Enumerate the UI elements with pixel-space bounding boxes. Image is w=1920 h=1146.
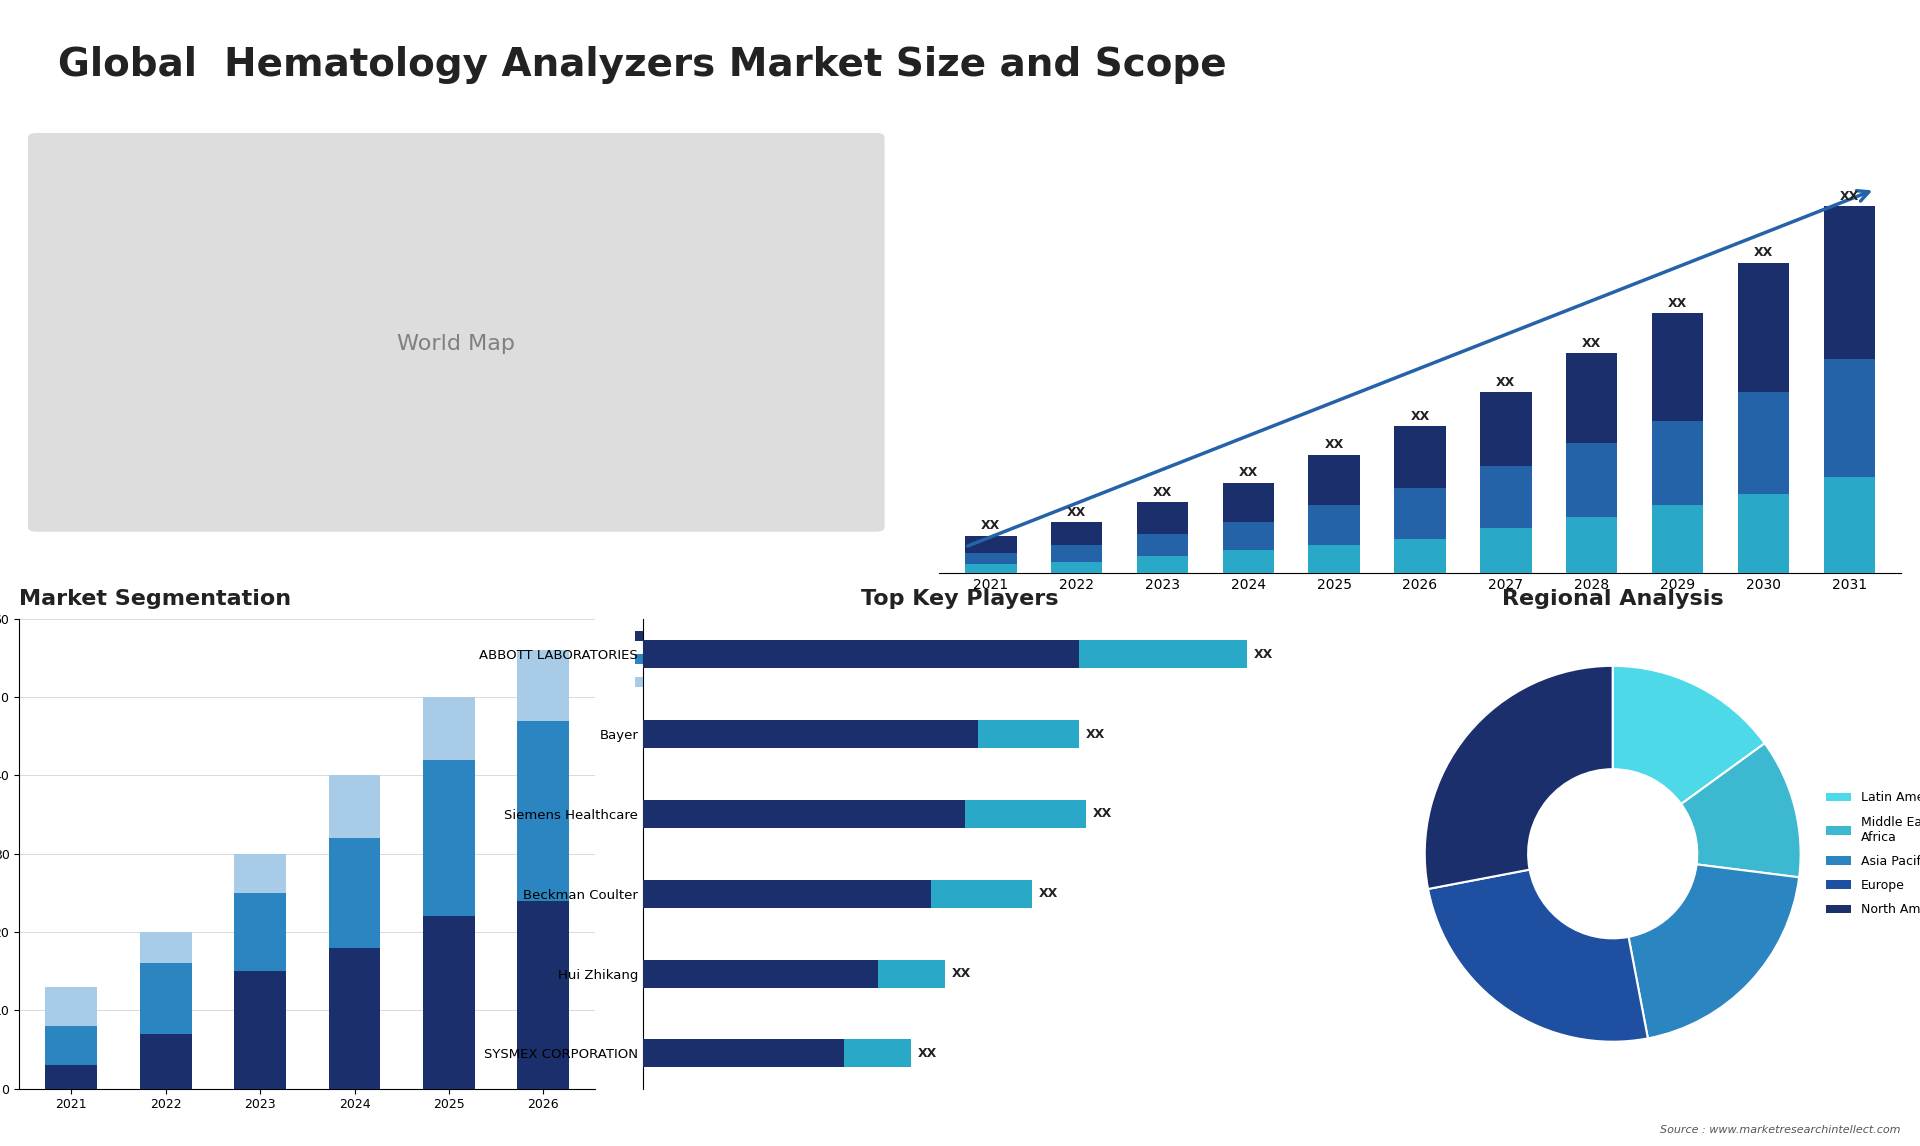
Bar xyxy=(140,932,192,964)
Bar xyxy=(234,893,286,972)
Wedge shape xyxy=(1428,870,1647,1042)
Bar xyxy=(1223,482,1275,523)
Bar xyxy=(328,838,380,948)
Bar xyxy=(1223,523,1275,550)
Bar xyxy=(1567,353,1617,444)
Bar xyxy=(845,1039,912,1067)
Bar xyxy=(1079,641,1246,668)
Bar xyxy=(643,641,1079,668)
Bar xyxy=(966,564,1016,573)
Bar xyxy=(966,552,1016,564)
Text: XX: XX xyxy=(1668,297,1688,311)
Title: Top Key Players: Top Key Players xyxy=(862,589,1058,609)
Text: XX: XX xyxy=(1839,190,1859,203)
Legend: Application, Product, Geography: Application, Product, Geography xyxy=(630,625,730,694)
Bar xyxy=(140,964,192,1034)
Bar xyxy=(1394,426,1446,488)
Bar xyxy=(46,987,98,1026)
Bar xyxy=(422,697,474,760)
Wedge shape xyxy=(1613,666,1764,804)
Text: XX: XX xyxy=(952,967,972,980)
Bar xyxy=(46,1026,98,1066)
Wedge shape xyxy=(1628,864,1799,1038)
Text: XX: XX xyxy=(1496,376,1515,390)
Wedge shape xyxy=(1425,666,1613,889)
Bar xyxy=(1137,556,1188,573)
Bar xyxy=(516,721,568,901)
Bar xyxy=(1137,534,1188,556)
Bar xyxy=(1137,502,1188,534)
Text: XX: XX xyxy=(918,1046,937,1060)
Text: XX: XX xyxy=(1411,410,1430,423)
Bar xyxy=(1824,359,1876,477)
Bar xyxy=(328,948,380,1089)
Bar xyxy=(931,880,1033,908)
Bar xyxy=(1824,206,1876,359)
Bar xyxy=(46,1066,98,1089)
Bar xyxy=(877,959,945,988)
Bar xyxy=(516,650,568,721)
Bar xyxy=(140,1034,192,1089)
Bar xyxy=(422,760,474,917)
Text: XX: XX xyxy=(1582,337,1601,350)
Bar xyxy=(1738,392,1789,494)
Text: XX: XX xyxy=(1325,438,1344,452)
Bar xyxy=(643,1039,845,1067)
Text: Global  Hematology Analyzers Market Size and Scope: Global Hematology Analyzers Market Size … xyxy=(58,46,1227,84)
Legend: Latin America, Middle East &
Africa, Asia Pacific, Europe, North America: Latin America, Middle East & Africa, Asi… xyxy=(1820,786,1920,921)
Text: Source : www.marketresearchintellect.com: Source : www.marketresearchintellect.com xyxy=(1661,1124,1901,1135)
Text: XX: XX xyxy=(1254,647,1273,661)
Bar xyxy=(1480,392,1532,465)
Text: XX: XX xyxy=(1152,486,1171,499)
Bar xyxy=(643,720,979,748)
Bar xyxy=(643,880,931,908)
Bar xyxy=(328,776,380,838)
Bar xyxy=(1567,444,1617,517)
Bar xyxy=(234,854,286,893)
Text: XX: XX xyxy=(1753,246,1772,259)
Bar xyxy=(234,972,286,1089)
Bar xyxy=(979,720,1079,748)
Bar xyxy=(966,536,1016,552)
Bar xyxy=(1308,455,1359,505)
Bar xyxy=(1308,505,1359,544)
Bar xyxy=(1738,262,1789,392)
Text: Market Segmentation: Market Segmentation xyxy=(19,589,292,609)
Text: XX: XX xyxy=(1092,807,1112,821)
Bar xyxy=(1308,544,1359,573)
Bar xyxy=(1223,550,1275,573)
Bar xyxy=(1480,528,1532,573)
Bar xyxy=(1394,539,1446,573)
FancyBboxPatch shape xyxy=(29,133,885,532)
Bar xyxy=(1050,523,1102,544)
Text: XX: XX xyxy=(981,519,1000,533)
Text: XX: XX xyxy=(1238,466,1258,479)
Bar xyxy=(643,800,966,827)
Bar xyxy=(516,901,568,1089)
Bar xyxy=(1824,477,1876,573)
Title: Regional Analysis: Regional Analysis xyxy=(1501,589,1724,609)
Bar xyxy=(1050,544,1102,562)
Bar xyxy=(1651,314,1703,421)
Bar xyxy=(1394,488,1446,539)
Text: XX: XX xyxy=(1087,728,1106,740)
Bar xyxy=(1567,517,1617,573)
Text: XX: XX xyxy=(1039,887,1058,901)
Bar xyxy=(966,800,1087,827)
Bar xyxy=(1651,421,1703,505)
Bar xyxy=(1480,465,1532,528)
Text: World Map: World Map xyxy=(397,333,515,354)
Bar xyxy=(643,959,877,988)
Bar xyxy=(1651,505,1703,573)
Bar xyxy=(422,917,474,1089)
Bar xyxy=(1738,494,1789,573)
Wedge shape xyxy=(1682,744,1801,878)
Text: XX: XX xyxy=(1068,505,1087,519)
Bar xyxy=(1050,562,1102,573)
